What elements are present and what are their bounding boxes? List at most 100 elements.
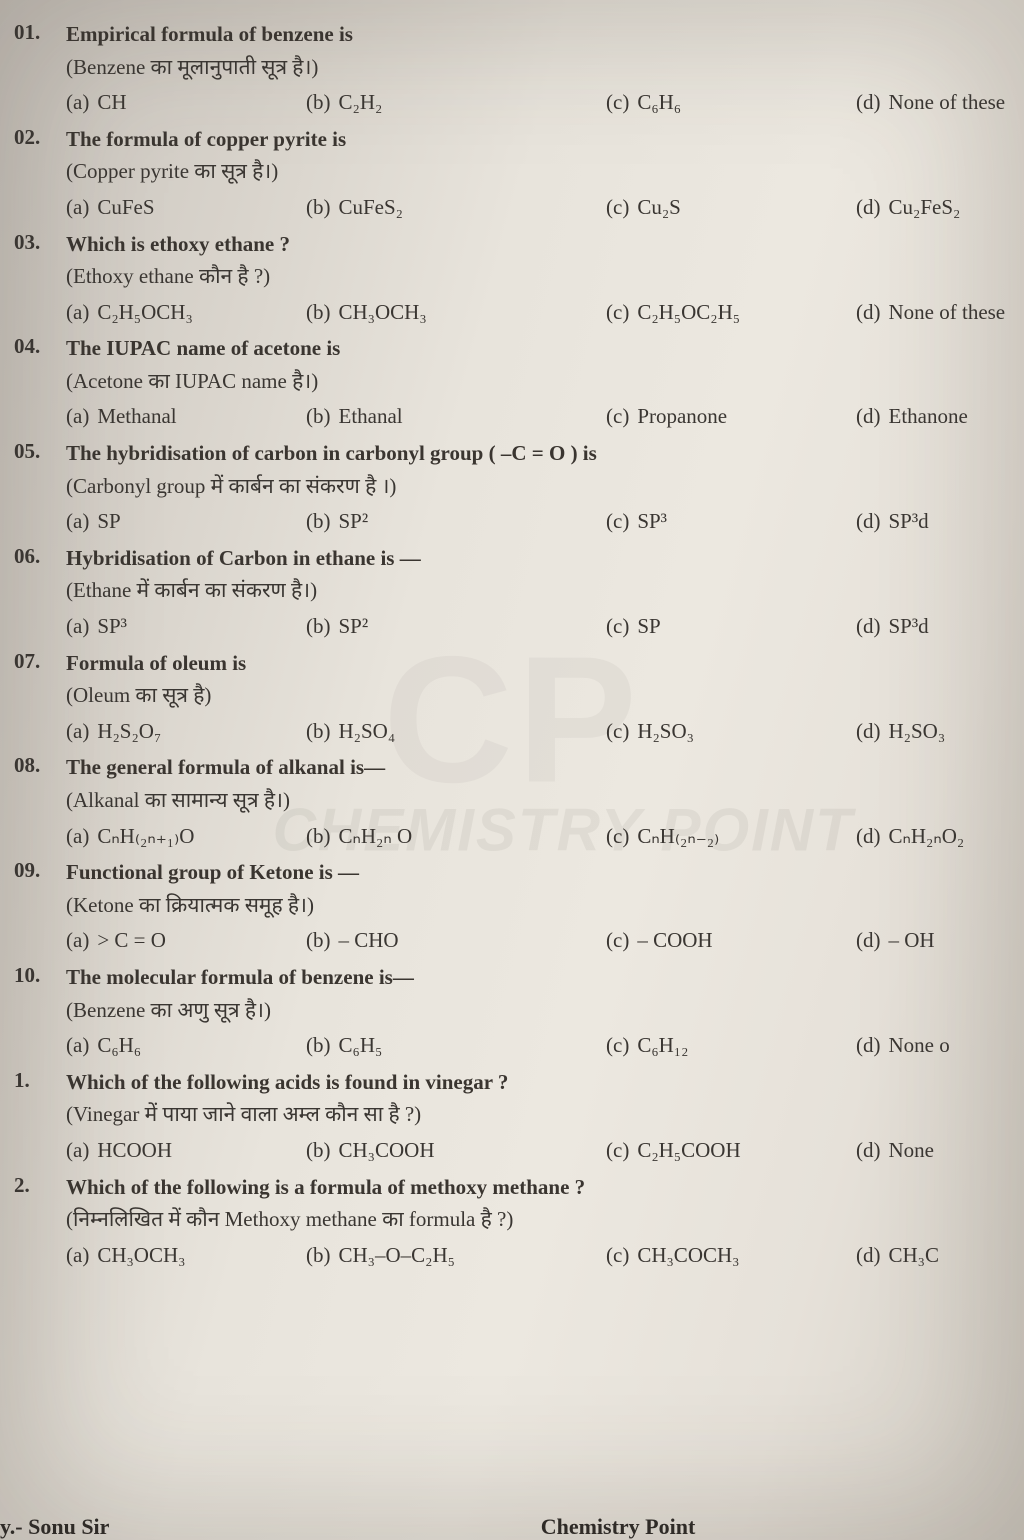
option-value: SP³d (889, 504, 929, 540)
question: 09.Functional group of Ketone is —(Keton… (14, 856, 1010, 959)
option-label: (a) (66, 1028, 89, 1064)
option-d: (d)None of these (856, 295, 1010, 331)
option-value: H₂S₂O₇ (97, 714, 161, 750)
option-value: – COOH (637, 923, 712, 959)
option-c: (c)Propanone (606, 399, 856, 435)
option-label: (d) (856, 399, 881, 435)
question-text-en: Empirical formula of benzene is (66, 18, 1010, 51)
question-text-en: Formula of oleum is (66, 647, 1010, 680)
question-number: 04. (14, 332, 66, 435)
option-b: (b)SP² (306, 504, 606, 540)
question-number: 02. (14, 123, 66, 226)
option-value: CuFeS₂ (339, 190, 404, 226)
option-label: (a) (66, 1133, 89, 1169)
option-label: (d) (856, 1028, 881, 1064)
option-c: (c)– COOH (606, 923, 856, 959)
option-b: (b)CₙH₂ₙ O (306, 819, 606, 855)
question-text-hi: (Alkanal का सामान्य सूत्र है।) (66, 784, 1010, 817)
option-label: (a) (66, 923, 89, 959)
option-d: (d)CₙH₂ₙO₂ (856, 819, 1010, 855)
option-d: (d)Cu₂FeS₂ (856, 190, 1010, 226)
option-a: (a)C₆H₆ (66, 1028, 306, 1064)
option-value: None o (889, 1028, 950, 1064)
question-text-hi: (Benzene का अणु सूत्र है।) (66, 994, 1010, 1027)
option-label: (a) (66, 819, 89, 855)
option-value: > C = O (97, 923, 166, 959)
option-label: (b) (306, 923, 331, 959)
question-body: The formula of copper pyrite is(Copper p… (66, 123, 1010, 226)
option-label: (c) (606, 295, 629, 331)
options-row: (a)CH₃OCH₃(b)CH₃–O–C₂H₅(c)CH₃COCH₃(d)CH₃… (66, 1238, 1010, 1274)
option-b: (b)CuFeS₂ (306, 190, 606, 226)
question-body: The hybridisation of carbon in carbonyl … (66, 437, 1010, 540)
option-value: SP² (339, 609, 369, 645)
option-value: Cu₂S (637, 190, 681, 226)
option-label: (a) (66, 714, 89, 750)
question-body: Hybridisation of Carbon in ethane is —(E… (66, 542, 1010, 645)
question-text-en: The IUPAC name of acetone is (66, 332, 1010, 365)
question: 01.Empirical formula of benzene is(Benze… (14, 18, 1010, 121)
option-label: (b) (306, 399, 331, 435)
question-body: Which of the following acids is found in… (66, 1066, 1010, 1169)
option-value: Methanal (97, 399, 176, 435)
question: 1.Which of the following acids is found … (14, 1066, 1010, 1169)
question: 02.The formula of copper pyrite is(Coppe… (14, 123, 1010, 226)
question-number: 06. (14, 542, 66, 645)
option-label: (d) (856, 85, 881, 121)
question-text-hi: (Acetone का IUPAC name है।) (66, 365, 1010, 398)
option-label: (c) (606, 609, 629, 645)
option-value: CH₃C (889, 1238, 940, 1274)
option-value: C₆H₅ (339, 1028, 383, 1064)
footer-author: y.- Sonu Sir (0, 1514, 220, 1540)
question-body: The IUPAC name of acetone is(Acetone का … (66, 332, 1010, 435)
option-label: (b) (306, 85, 331, 121)
option-label: (a) (66, 609, 89, 645)
option-b: (b)H₂SO₄ (306, 714, 606, 750)
footer-title: Chemistry Point (220, 1514, 1016, 1540)
option-b: (b) C₆H₅ (306, 1028, 606, 1064)
questions-container: 01.Empirical formula of benzene is(Benze… (14, 18, 1010, 1273)
option-value: Ethanal (339, 399, 403, 435)
option-label: (c) (606, 1133, 629, 1169)
option-value: C₂H₂ (339, 85, 383, 121)
option-label: (a) (66, 504, 89, 540)
option-label: (b) (306, 1028, 331, 1064)
option-value: C₂H₅OC₂H₅ (637, 295, 740, 331)
option-label: (a) (66, 295, 89, 331)
options-row: (a)CₙH₍₂ₙ₊₁₎O(b)CₙH₂ₙ O(c)CₙH₍₂ₙ₋₂₎(d)Cₙ… (66, 819, 1010, 855)
option-label: (b) (306, 295, 331, 331)
option-d: (d)None (856, 1133, 1010, 1169)
option-a: (a)HCOOH (66, 1133, 306, 1169)
option-b: (b)CH₃OCH₃ (306, 295, 606, 331)
option-value: CuFeS (97, 190, 154, 226)
option-value: SP³d (889, 609, 929, 645)
question-text-hi: (Ethane में कार्बन का संकरण है।) (66, 574, 1010, 607)
option-label: (b) (306, 1133, 331, 1169)
option-label: (c) (606, 399, 629, 435)
option-value: SP (637, 609, 660, 645)
question: 07.Formula of oleum is(Oleum का सूत्र है… (14, 647, 1010, 750)
question-text-hi: (Benzene का मूलानुपाती सूत्र है।) (66, 51, 1010, 84)
question-number: 1. (14, 1066, 66, 1169)
option-b: (b) CH₃COOH (306, 1133, 606, 1169)
option-value: CH₃COOH (339, 1133, 435, 1169)
option-label: (d) (856, 609, 881, 645)
option-label: (b) (306, 609, 331, 645)
option-label: (d) (856, 819, 881, 855)
question-text-hi: (Ketone का क्रियात्मक समूह है।) (66, 889, 1010, 922)
option-label: (b) (306, 819, 331, 855)
option-b: (b)CH₃–O–C₂H₅ (306, 1238, 606, 1274)
question-text-en: The hybridisation of carbon in carbonyl … (66, 437, 1010, 470)
question-text-en: Hybridisation of Carbon in ethane is — (66, 542, 1010, 575)
option-label: (c) (606, 190, 629, 226)
option-label: (a) (66, 1238, 89, 1274)
question-text-en: Which is ethoxy ethane ? (66, 228, 1010, 261)
question-number: 08. (14, 751, 66, 854)
option-value: CH₃OCH₃ (97, 1238, 185, 1274)
question-number: 2. (14, 1171, 66, 1274)
question-number: 05. (14, 437, 66, 540)
option-c: (c) Cu₂S (606, 190, 856, 226)
option-value: C₆H₁₂ (637, 1028, 688, 1064)
option-c: (c)C₆H₆ (606, 85, 856, 121)
option-d: (d)CH₃C (856, 1238, 1010, 1274)
